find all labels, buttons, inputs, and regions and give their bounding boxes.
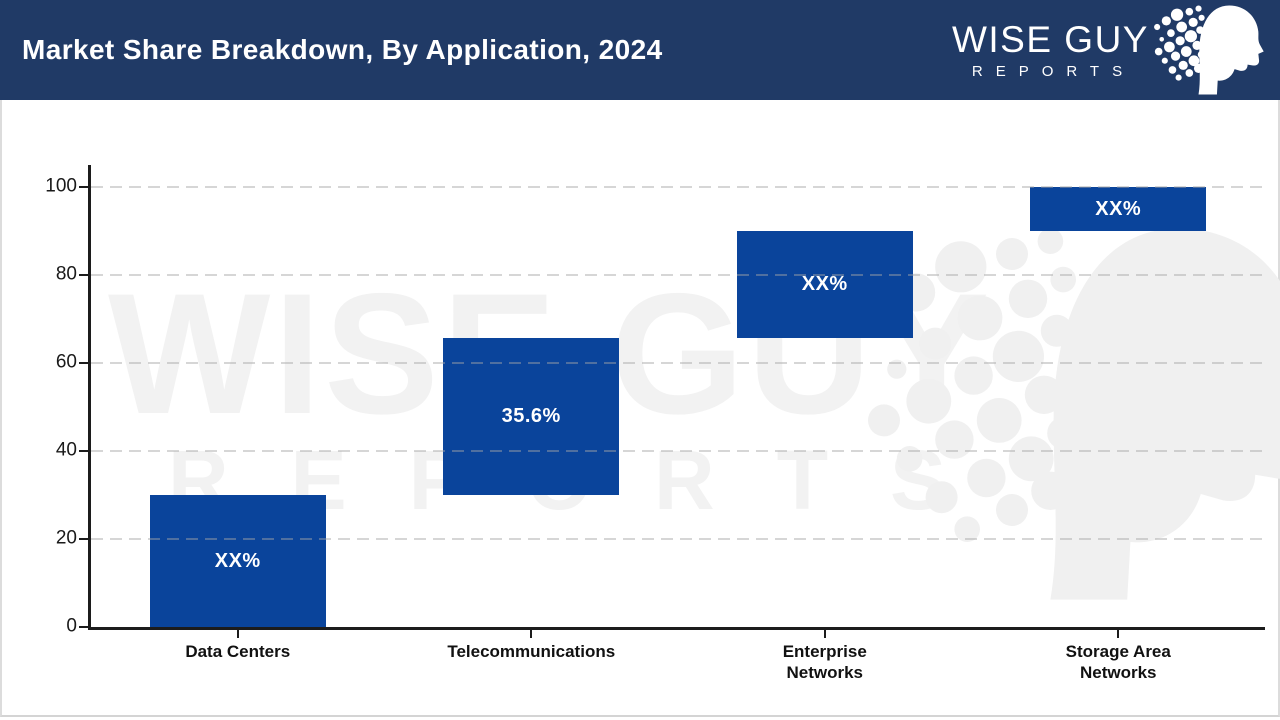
x-axis-tick bbox=[1117, 630, 1120, 638]
bar-telecommunications: 35.6% bbox=[443, 338, 620, 495]
y-axis-tick bbox=[79, 537, 88, 540]
bar-enterprise-networks: XX% bbox=[736, 231, 913, 339]
y-gridline bbox=[91, 274, 1265, 276]
bar-value-label: 35.6% bbox=[501, 405, 561, 428]
y-axis-tick-label: 0 bbox=[66, 615, 77, 637]
wise-guy-face-icon bbox=[1154, 5, 1264, 95]
brand-name: WISE GUY bbox=[951, 19, 1149, 60]
bar-value-label: XX% bbox=[214, 549, 261, 572]
y-axis-tick-label: 40 bbox=[55, 439, 77, 461]
y-gridline bbox=[91, 362, 1265, 364]
x-axis-category-label: Data Centers bbox=[185, 642, 291, 661]
y-axis-tick-label: 60 bbox=[55, 351, 77, 373]
x-axis-category-label: Telecommunications bbox=[447, 642, 616, 661]
plot-area: XX% 35.6% XX% XX% 0 20 40 60 80 100 Data Centers Te… bbox=[45, 165, 1265, 682]
y-axis-tick bbox=[79, 450, 88, 452]
y-gridline bbox=[91, 537, 1265, 540]
brand-logo: WISE GUY REPORTS bbox=[952, 4, 1266, 96]
x-axis-tick bbox=[530, 630, 533, 638]
brand-subtitle: REPORTS bbox=[971, 63, 1136, 80]
x-axis-category-label: Storage Area Networks bbox=[1065, 642, 1171, 683]
y-axis-tick bbox=[79, 626, 88, 628]
page-title: Market Share Breakdown, By Application, … bbox=[22, 34, 663, 65]
y-axis-tick-label: 100 bbox=[45, 175, 77, 197]
bar-value-label: XX% bbox=[801, 273, 848, 296]
y-axis-tick bbox=[79, 362, 88, 364]
bar-value-label: XX% bbox=[1095, 197, 1142, 220]
x-axis-tick bbox=[236, 630, 239, 638]
brand-logo-text: WISE GUY REPORTS bbox=[952, 21, 1149, 79]
y-axis-tick bbox=[79, 186, 88, 188]
y-axis-tick bbox=[79, 274, 88, 276]
header-bar: Market Share Breakdown, By Application, … bbox=[0, 0, 1280, 100]
y-axis-tick-label: 20 bbox=[55, 527, 77, 549]
x-axis-tick bbox=[823, 630, 826, 638]
y-gridline bbox=[91, 186, 1265, 188]
bar-data-centers: XX% bbox=[149, 495, 326, 627]
x-axis-category-label: Enterprise Networks bbox=[782, 642, 867, 683]
y-axis-tick-label: 80 bbox=[55, 263, 77, 285]
bar-storage-area-networks: XX% bbox=[1030, 187, 1207, 231]
y-gridline bbox=[91, 450, 1265, 452]
